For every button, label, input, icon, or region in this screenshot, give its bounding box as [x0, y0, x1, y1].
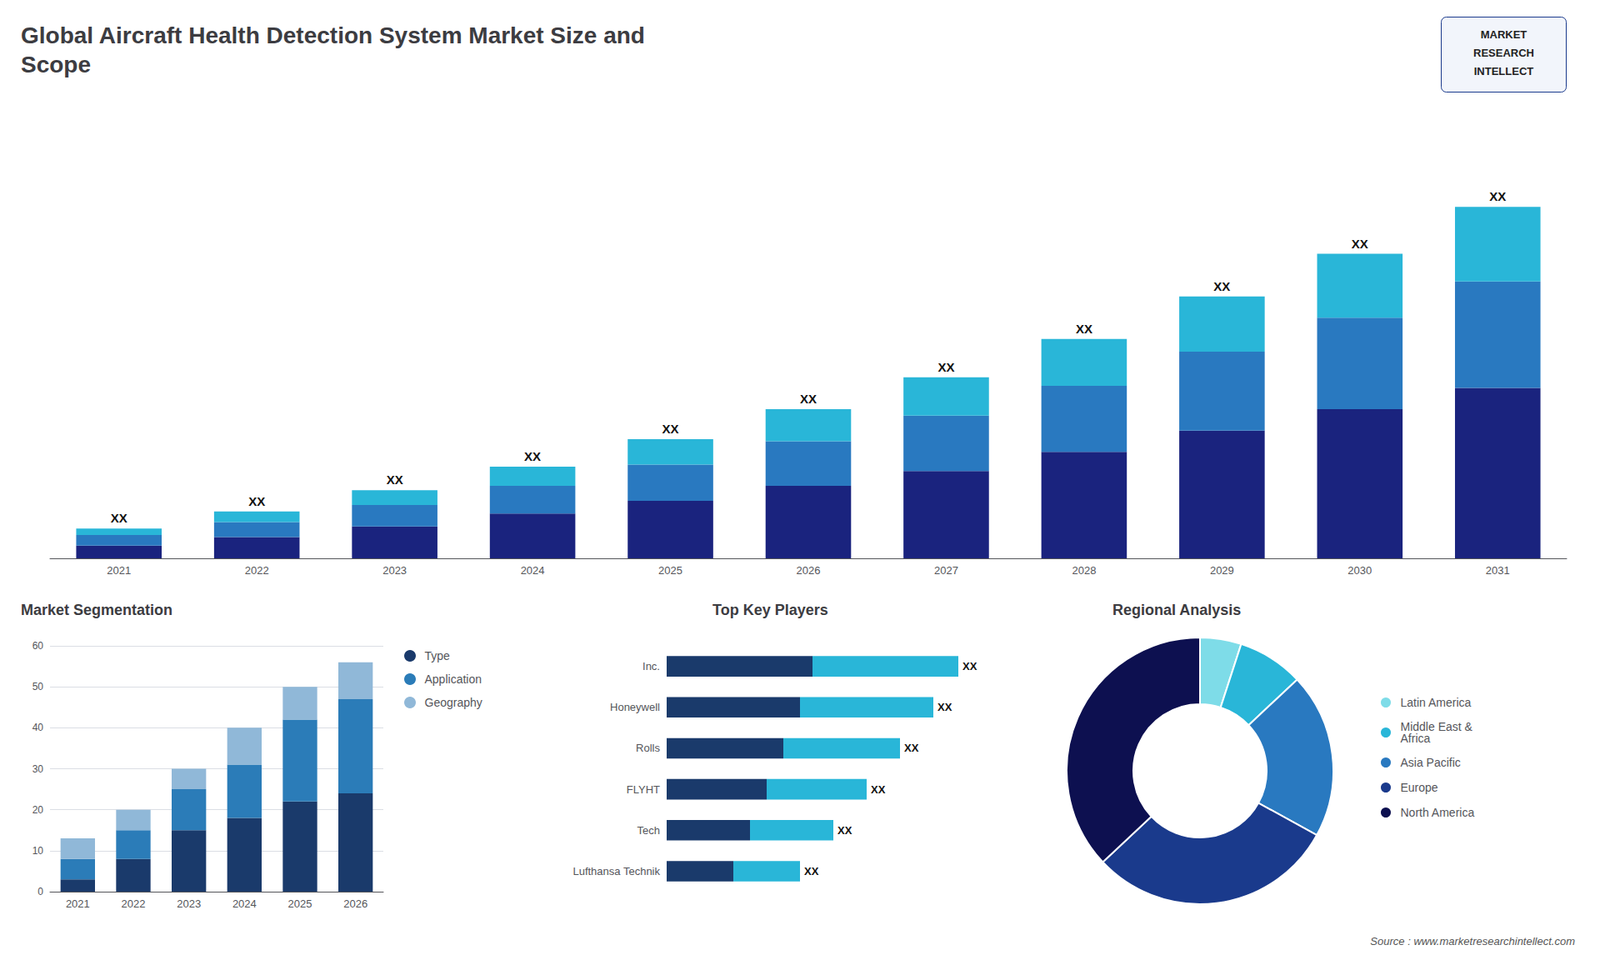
svg-text:2028: 2028 [1071, 564, 1096, 577]
svg-text:Inc.: Inc. [642, 660, 660, 673]
svg-text:Asia Pacific: Asia Pacific [1400, 755, 1461, 770]
svg-text:FLYHT: FLYHT [626, 783, 660, 796]
svg-text:Lufthansa Technik: Lufthansa Technik [572, 865, 660, 878]
svg-text:2026: 2026 [796, 564, 821, 577]
svg-text:Europe: Europe [1400, 780, 1439, 795]
svg-text:Latin America: Latin America [1400, 695, 1472, 710]
svg-text:Market Segmentation: Market Segmentation [20, 601, 173, 619]
svg-text:2027: 2027 [934, 564, 959, 577]
svg-text:2022: 2022 [245, 564, 270, 577]
svg-text:XX: XX [800, 391, 817, 406]
svg-text:2026: 2026 [343, 897, 368, 910]
svg-text:50: 50 [32, 680, 45, 693]
svg-text:2031: 2031 [1485, 564, 1510, 577]
svg-text:North America: North America [1400, 805, 1475, 820]
svg-text:XX: XX [937, 700, 953, 714]
svg-text:2030: 2030 [1347, 564, 1372, 577]
svg-text:XX: XX [110, 510, 128, 525]
svg-text:2024: 2024 [232, 897, 257, 910]
svg-text:Africa: Africa [1400, 731, 1431, 745]
svg-text:Rolls: Rolls [635, 741, 660, 755]
svg-text:Top Key Players: Top Key Players [712, 601, 829, 619]
svg-text:Application: Application [425, 672, 483, 686]
svg-text:Global Aircraft Health Detecti: Global Aircraft Health Detection System … [20, 22, 645, 49]
svg-text:2029: 2029 [1210, 564, 1235, 577]
svg-text:Source : www.marketresearchint: Source : www.marketresearchintellect.com [1370, 935, 1575, 948]
svg-text:XX: XX [962, 660, 978, 673]
svg-text:XX: XX [524, 449, 541, 464]
svg-text:XX: XX [386, 472, 404, 487]
svg-text:XX: XX [937, 360, 955, 375]
svg-text:RESEARCH: RESEARCH [1473, 46, 1535, 60]
svg-text:2022: 2022 [121, 897, 146, 910]
svg-text:Type: Type [425, 649, 451, 663]
svg-text:2021: 2021 [65, 897, 90, 910]
svg-text:XX: XX [662, 421, 680, 436]
svg-text:10: 10 [32, 845, 45, 857]
svg-text:Middle East &: Middle East & [1400, 720, 1473, 734]
svg-text:30: 30 [32, 763, 45, 775]
svg-text:20: 20 [32, 804, 45, 816]
svg-text:INTELLECT: INTELLECT [1474, 65, 1535, 78]
svg-text:Regional Analysis: Regional Analysis [1112, 601, 1241, 619]
svg-text:Scope: Scope [20, 51, 91, 78]
svg-text:Honeywell: Honeywell [610, 700, 660, 714]
svg-text:XX: XX [870, 783, 886, 796]
svg-text:XX: XX [804, 865, 820, 878]
svg-text:0: 0 [37, 885, 44, 898]
svg-text:Geography: Geography [425, 695, 483, 710]
svg-text:2023: 2023 [176, 897, 201, 910]
svg-text:Tech: Tech [637, 824, 660, 837]
svg-text:XX: XX [837, 824, 853, 837]
svg-text:2025: 2025 [288, 897, 313, 910]
svg-text:40: 40 [32, 721, 45, 734]
svg-text:XX: XX [1075, 321, 1093, 336]
svg-text:60: 60 [32, 640, 45, 652]
svg-text:XX: XX [1351, 236, 1369, 251]
svg-text:XX: XX [1489, 189, 1506, 204]
svg-text:XX: XX [248, 494, 265, 509]
svg-text:2023: 2023 [382, 564, 407, 577]
svg-text:2024: 2024 [520, 564, 545, 577]
svg-text:XX: XX [904, 741, 920, 755]
svg-text:2021: 2021 [106, 564, 131, 577]
svg-text:2025: 2025 [658, 564, 683, 577]
svg-text:MARKET: MARKET [1480, 28, 1528, 41]
svg-text:XX: XX [1213, 279, 1230, 294]
